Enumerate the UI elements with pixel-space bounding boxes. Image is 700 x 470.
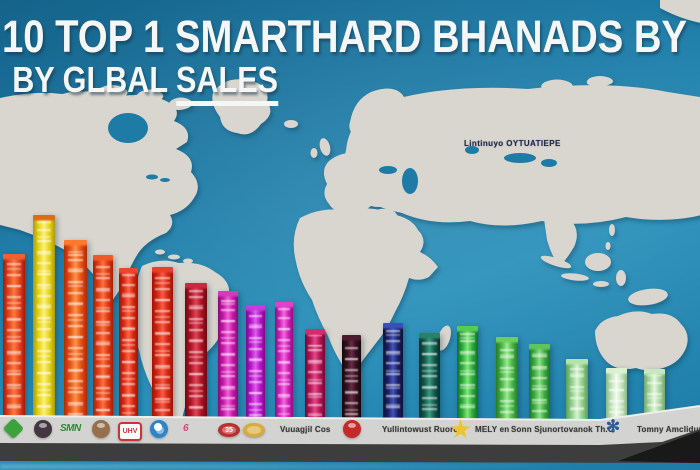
india [371,208,400,253]
brand-name-label: Tomny Amcliduy [637,425,700,434]
bar-glyph-texture [67,246,84,416]
pink-numeral-logo: 6 [183,423,189,434]
title-line-1: 10 TOP 1 SMARTHARD BHANADS BY [2,11,688,62]
red-badge-logo-icon: UHV [118,422,142,441]
green-wordmark: SMN [60,423,81,434]
bottom-water-highlight [0,464,580,469]
chart-bar [419,333,440,419]
chart-bar [185,283,207,419]
se-asia [544,215,577,267]
brown-round-logo-icon [92,420,110,438]
diamond-logo-icon [2,417,25,440]
bar-glyph-texture [422,339,437,416]
chart-bar [246,305,265,419]
bar-glyph-texture [499,343,515,416]
chart-bar [383,323,403,419]
red-oval-logo-icon: 35 [218,423,240,437]
bar-glyph-texture [609,374,624,416]
page-title: 10 TOP 1 SMARTHARD BHANADS BY BY GLBAL S… [2,11,688,106]
bar-chart [0,159,700,419]
chart-bar [275,302,293,419]
footer-strip-dark [0,429,700,463]
chart-bar [457,326,478,419]
chart-bar [93,255,113,419]
footer-corner-curl [618,431,700,463]
chart-bar [342,335,361,419]
red-circle-logo-icon [343,420,361,438]
bar-glyph-texture [647,375,662,416]
bar-glyph-texture [569,365,585,416]
chart-bar [496,337,518,419]
lakes [108,113,557,194]
brand-name-label: MELY en [475,425,510,434]
bar-glyph-texture [155,273,170,416]
gold-oval-logo-icon [243,423,265,437]
title-line-2: BY GLBAL SALES [12,59,687,106]
bar-glyph-texture [386,329,400,416]
chart-bar [305,329,325,419]
brand-name-label: Vuuagjil Cos [280,425,331,434]
chart-bar [33,215,55,419]
bar-glyph-texture [308,335,322,416]
dark-round-logo-icon [34,420,52,438]
bar-glyph-texture [6,260,22,416]
north-america [0,91,198,301]
greenland [212,79,271,135]
blue-swirl-logo-icon [150,420,168,438]
chart-bar [529,344,550,419]
bar-glyph-texture [532,350,547,416]
chart-bar [119,268,138,419]
bar-glyph-texture [188,289,204,416]
chart-bar [64,240,87,419]
australia [595,311,688,371]
footer-strip-highlight [0,405,700,422]
brand-name-label: Sonn Sjunortovanok Th.O [511,425,615,434]
bar-glyph-texture [277,308,291,416]
map-annotation-label: Lintinuyo OYTUATIEPE [464,139,561,148]
bar-glyph-texture [460,332,475,416]
bar-glyph-texture [345,341,358,416]
chart-bar [152,267,173,419]
bar-glyph-texture [36,221,52,416]
brand-name-label: Yullintowust Ruorcy, [382,425,465,434]
blue-snowflake-logo-icon: ✻ [605,417,621,436]
bar-glyph-texture [221,297,235,416]
bar-glyph-texture [96,261,110,416]
chart-bar [566,359,588,419]
chart-bar [644,369,665,419]
chart-bar [218,291,238,419]
chart-bar [606,368,627,419]
bar-glyph-texture [249,311,262,416]
bar-glyph-texture [122,274,135,416]
title-line-2-text: BY GLBAL [12,59,176,100]
title-underlined-word: SALES [175,59,279,106]
brand-logo-row: SMN UHV 6 35 Vuuagjil Cos Yullintowust Ruorcy… [0,416,700,446]
chart-bar [3,254,25,419]
